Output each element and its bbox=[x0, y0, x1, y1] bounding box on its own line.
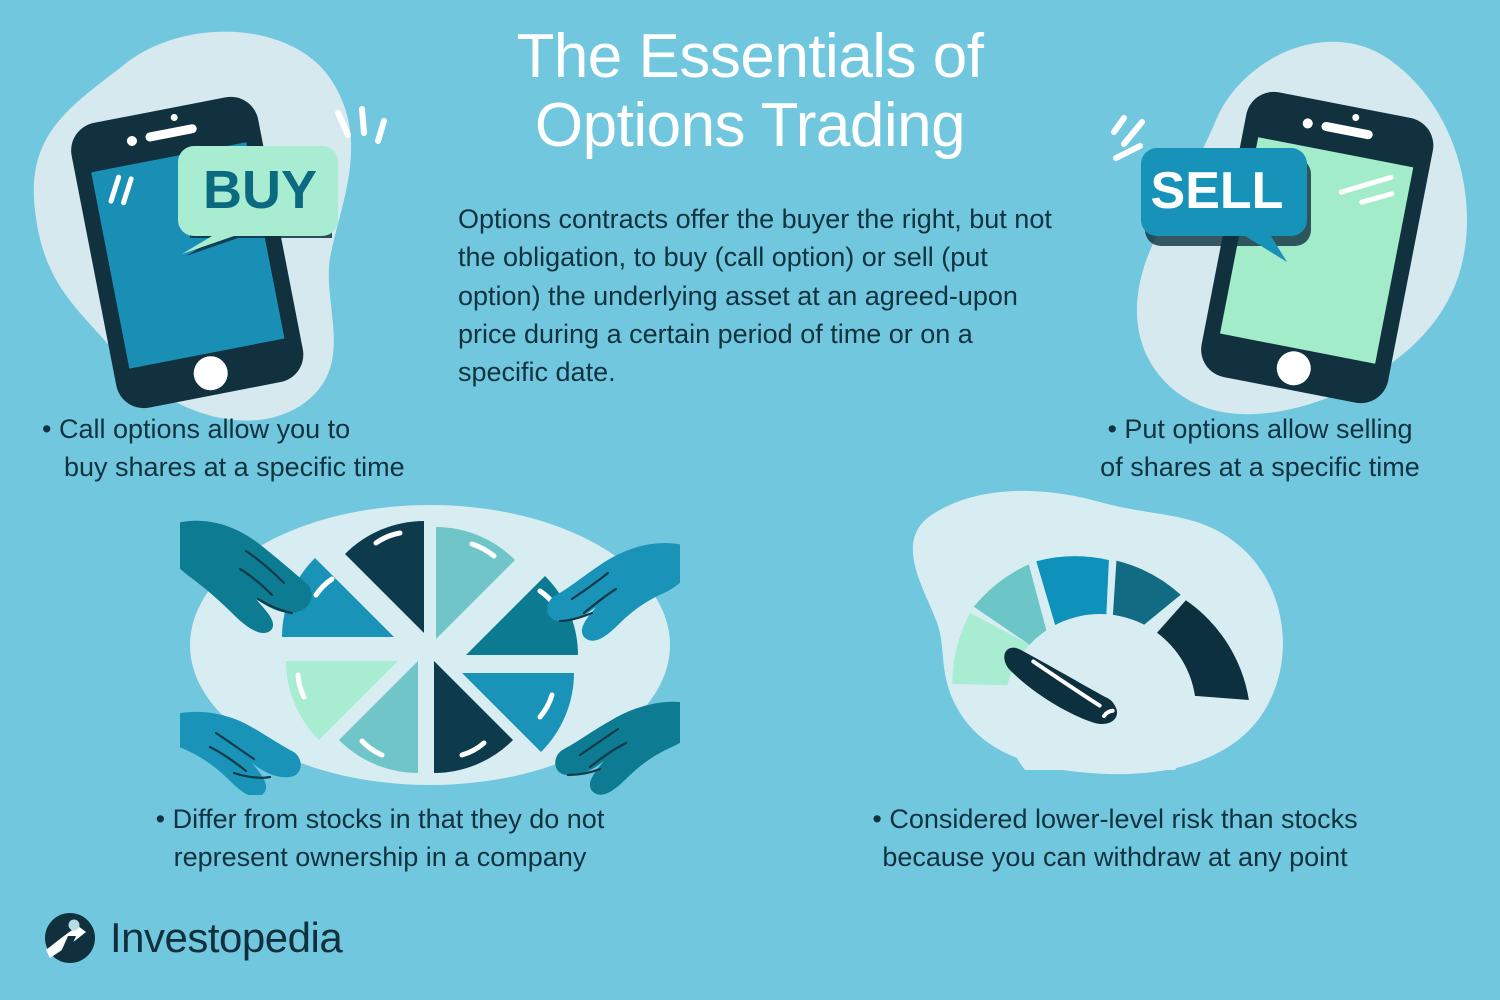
caption-line-2: represent ownership in a company bbox=[173, 842, 587, 873]
buy-speech-bubble: BUY bbox=[178, 146, 338, 256]
title-line-2: Options Trading bbox=[534, 91, 966, 161]
title-line-1: The Essentials of bbox=[516, 22, 984, 91]
caption-line-2: buy shares at a specific time bbox=[64, 452, 405, 483]
hand-bottom-left-icon bbox=[180, 711, 301, 795]
hand-top-left-icon bbox=[180, 520, 312, 633]
gauge-needle bbox=[1004, 647, 1117, 724]
caption-line-1: • Considered lower-level risk than stock… bbox=[872, 804, 1358, 834]
buy-label: BUY bbox=[203, 160, 317, 220]
hand-top-right-icon bbox=[547, 543, 680, 641]
caption-line-2: of shares at a specific time bbox=[1100, 452, 1420, 483]
sell-sparkle-lines-icon bbox=[1111, 115, 1145, 161]
hand-bottom-right-icon bbox=[555, 701, 680, 795]
caption-line-2: because you can withdraw at any point bbox=[882, 842, 1348, 873]
caption-line-1: • Call options allow you to bbox=[42, 414, 351, 444]
caption-put-options: • Put options allow selling of shares at… bbox=[1040, 410, 1480, 487]
caption-line-1: • Put options allow selling bbox=[1107, 414, 1413, 444]
page-title: The Essentials of Options Trading bbox=[380, 22, 1120, 161]
investopedia-logo: Investopedia bbox=[44, 912, 343, 964]
gauge-hub bbox=[1004, 614, 1196, 770]
caption-line-1: • Differ from stocks in that they do not bbox=[155, 804, 605, 834]
sparkle-lines-icon bbox=[335, 106, 387, 144]
sell-label: SELL bbox=[1151, 162, 1284, 220]
investopedia-mark-icon bbox=[45, 913, 95, 963]
investopedia-wordmark: Investopedia bbox=[110, 914, 343, 961]
risk-gauge-illustration bbox=[952, 556, 1249, 770]
caption-call-options: • Call options allow you to buy shares a… bbox=[42, 410, 472, 487]
intro-paragraph: Options contracts offer the buyer the ri… bbox=[458, 204, 1052, 388]
sell-speech-bubble: SELL bbox=[1141, 148, 1311, 262]
caption-risk-level: • Considered lower-level risk than stock… bbox=[830, 800, 1400, 877]
caption-ownership: • Differ from stocks in that they do not… bbox=[110, 800, 650, 877]
pie-chart-slices bbox=[282, 521, 578, 773]
pie-slices-hands-illustration bbox=[180, 520, 680, 795]
